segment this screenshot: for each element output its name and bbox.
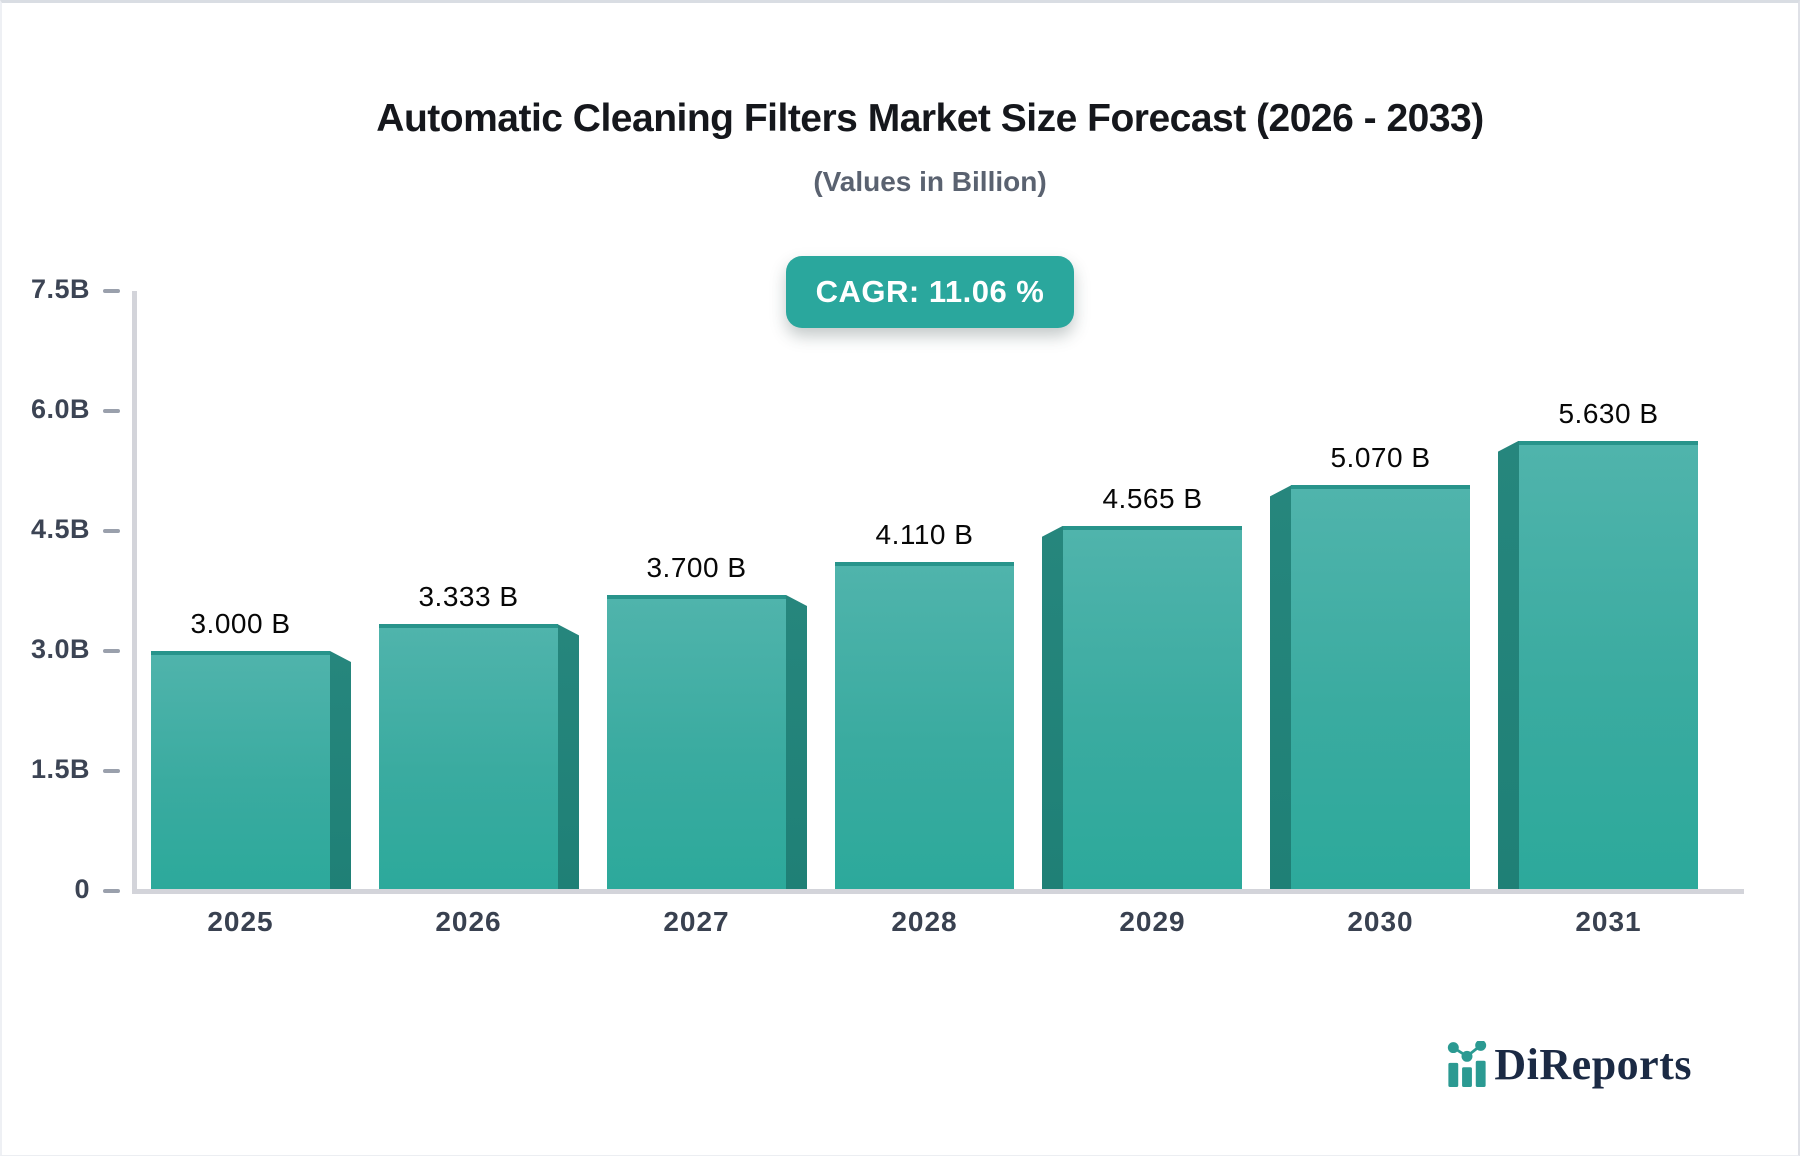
brand-logo: DiReports	[1447, 1039, 1692, 1087]
bar-side-face	[558, 624, 579, 891]
cagr-badge: CAGR: 11.06 %	[785, 256, 1075, 328]
x-axis-label: 2028	[891, 906, 958, 937]
bar-value-label: 4.110 B	[875, 519, 974, 551]
x-axis-label: 2027	[663, 906, 730, 937]
y-tick-label: 4.5B	[30, 514, 90, 544]
y-tick-label: 7.5B	[30, 274, 90, 304]
y-tick-mark	[103, 769, 120, 773]
y-tick-label: 0	[74, 874, 90, 904]
y-tick-mark	[103, 289, 120, 293]
bar-value-label: 5.070 B	[1330, 442, 1431, 474]
bar-face	[1519, 440, 1698, 891]
y-tick-mark	[103, 649, 120, 653]
bar-side-face	[1042, 525, 1063, 891]
bar-line-chart-icon	[1448, 1041, 1487, 1087]
bar-face	[151, 651, 330, 891]
y-tick-mark	[103, 889, 120, 893]
y-tick-mark	[103, 529, 120, 533]
bar-value-label: 3.000 B	[190, 608, 291, 639]
bar-value-label: 3.333 B	[418, 581, 519, 613]
bar-face	[835, 562, 1014, 891]
chart-title: Automatic Cleaning Filters Market Size F…	[376, 97, 1484, 140]
bar-side-face	[786, 595, 807, 891]
chart-subtitle: (Values in Billion)	[813, 166, 1047, 197]
bar-value-label: 3.700 B	[646, 552, 747, 583]
y-tick-mark	[103, 409, 120, 413]
x-axis-label: 2029	[1119, 906, 1186, 937]
x-axis-label: 2030	[1347, 906, 1414, 937]
bar-side-face	[1498, 440, 1519, 891]
x-axis-label: 2025	[207, 906, 274, 937]
brand-name: DiReports	[1494, 1040, 1692, 1089]
y-axis-line	[132, 291, 137, 894]
bar-face	[379, 624, 558, 891]
cagr-badge-wrap: CAGR: 11.06 %	[62, 256, 1798, 328]
bar-face	[1291, 485, 1470, 891]
x-axis-label: 2031	[1575, 906, 1642, 937]
bar-value-label: 5.630 B	[1558, 397, 1659, 429]
bar-side-face	[330, 651, 351, 891]
bar-face	[1063, 525, 1242, 891]
bar-side-face	[1270, 485, 1291, 891]
y-tick-label: 3.0B	[30, 634, 90, 664]
bar-value-label: 4.565 B	[1102, 482, 1203, 514]
x-axis-label: 2026	[435, 906, 502, 937]
bar-face	[607, 595, 786, 891]
y-tick-label: 6.0B	[30, 394, 90, 424]
y-tick-label: 1.5B	[30, 754, 90, 784]
x-axis-line	[132, 889, 1744, 894]
